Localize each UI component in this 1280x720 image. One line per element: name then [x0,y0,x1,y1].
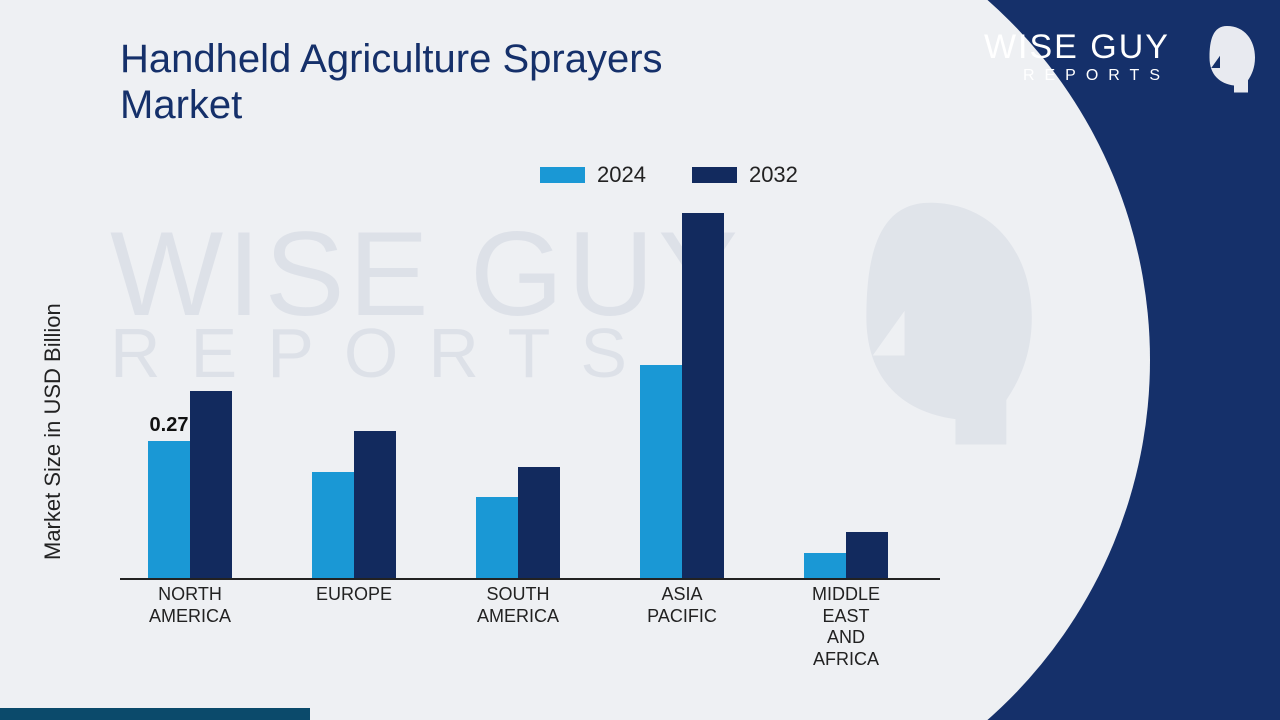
bar-value-label: 0.27 [150,414,189,437]
chart-area: 0.27 [120,200,940,580]
legend-swatch-b [692,167,737,183]
legend-swatch-a [540,167,585,183]
brand-line2: REPORTS [984,68,1170,84]
legend-item-2024: 2024 [540,162,646,188]
category-label: MIDDLEEASTANDAFRICA [776,584,916,670]
bottom-accent-bar [0,708,310,720]
category-label: SOUTHAMERICA [448,584,588,627]
bar-series-b [354,431,396,578]
y-axis-label: Market Size in USD Billion [40,303,66,560]
bar-series-b [846,532,888,578]
brand-line1: WISE GUY [984,30,1170,64]
brand-logo: WISE GUY REPORTS [984,30,1170,84]
category-label: NORTHAMERICA [120,584,260,627]
bar-series-a [640,365,682,578]
bar-series-b [518,467,560,578]
category-label: EUROPE [284,584,424,606]
x-axis-line [120,578,940,580]
category-label: ASIAPACIFIC [612,584,752,627]
bar-series-a [312,472,354,578]
bar-series-b [190,391,232,578]
stage: Handheld Agriculture Sprayers Market WIS… [0,0,1280,720]
bar-series-b [682,213,724,578]
legend-label-a: 2024 [597,162,646,188]
bar-series-a [476,497,518,578]
brand-head-icon [1192,22,1262,100]
bar-series-a [148,441,190,578]
legend: 2024 2032 [540,162,798,188]
legend-item-2032: 2032 [692,162,798,188]
chart-title: Handheld Agriculture Sprayers Market [120,36,760,128]
legend-label-b: 2032 [749,162,798,188]
bar-series-a [804,553,846,578]
